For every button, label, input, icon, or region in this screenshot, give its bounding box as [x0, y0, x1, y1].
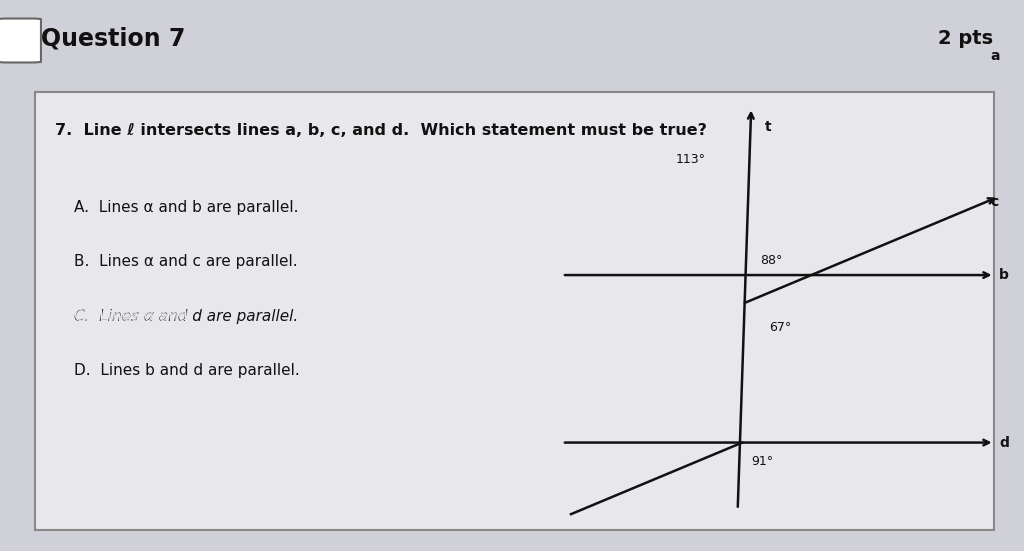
- Text: C.  Lines α and: C. Lines α and: [75, 309, 194, 323]
- Text: A.  Lines α and b are parallel.: A. Lines α and b are parallel.: [75, 200, 299, 215]
- Text: 113°: 113°: [676, 153, 707, 166]
- Text: a: a: [990, 49, 999, 63]
- FancyBboxPatch shape: [0, 19, 41, 62]
- Text: d: d: [999, 435, 1009, 450]
- Text: 88°: 88°: [760, 253, 782, 267]
- Text: D.  Lines b and d are parallel.: D. Lines b and d are parallel.: [75, 363, 300, 378]
- FancyBboxPatch shape: [36, 91, 993, 530]
- Text: 91°: 91°: [752, 455, 773, 468]
- Text: Question 7: Question 7: [41, 26, 185, 51]
- Text: 7.  Line ℓ intersects lines a, b, c, and d.  Which statement must be true?: 7. Line ℓ intersects lines a, b, c, and …: [55, 123, 707, 138]
- Text: t: t: [765, 120, 771, 134]
- Text: C.  Lines α and d are parallel.: C. Lines α and d are parallel.: [75, 309, 299, 323]
- Text: c: c: [990, 195, 998, 209]
- Text: 2 pts: 2 pts: [938, 29, 993, 48]
- Text: 67°: 67°: [769, 321, 792, 334]
- Text: B.  Lines α and c are parallel.: B. Lines α and c are parallel.: [75, 255, 298, 269]
- Text: b: b: [999, 268, 1009, 282]
